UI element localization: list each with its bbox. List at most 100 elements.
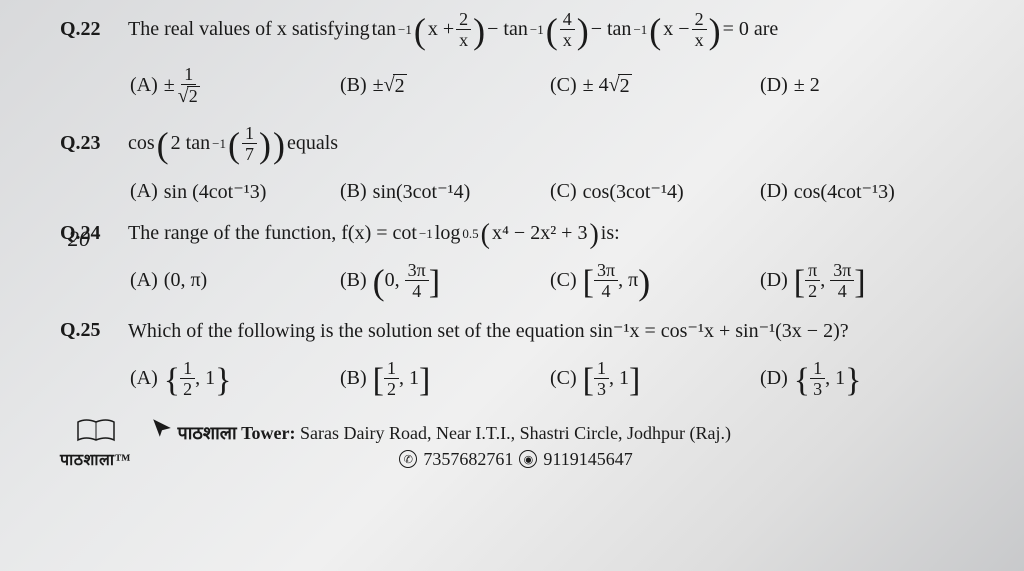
question-row: Q.22 The real values of x satisfying tan…: [60, 10, 994, 49]
inner-fn: 2 tan: [171, 132, 210, 155]
fraction: 12: [384, 359, 399, 398]
numer: π: [805, 261, 820, 281]
option-b: (B)sin(3cot⁻¹4): [340, 179, 550, 204]
paren-left-icon: (: [649, 17, 661, 46]
option-label: (B): [340, 74, 367, 97]
option-label: (D): [760, 74, 788, 97]
denom: x: [456, 30, 471, 49]
numer: 1: [180, 359, 195, 379]
interval-b: π: [628, 269, 638, 292]
options-row: (A) (0, π) (B) ( 0, 3π4 ] (C) [ 3π4 , π …: [130, 261, 994, 300]
option-label: (A): [130, 269, 158, 292]
denom: 4: [835, 281, 850, 300]
bracket-left-icon: [: [583, 367, 594, 394]
question-text: The real values of x satisfying tan−1 ( …: [128, 10, 778, 49]
address-prefix: पाठशाला Tower:: [178, 423, 296, 443]
interval-b: 1: [205, 367, 215, 390]
phone-2: 9119145647: [543, 449, 632, 470]
sqrt-icon: 2: [384, 74, 407, 98]
footer-address: पाठशाला Tower: Saras Dairy Road, Near I.…: [151, 417, 731, 445]
fraction: 17: [242, 124, 257, 163]
paren-left-icon: (: [228, 131, 240, 160]
denom: 2: [175, 85, 203, 106]
question-text: The range of the function, f(x) = cot−1 …: [128, 222, 620, 245]
paren-left-icon: (: [414, 17, 426, 46]
bracket-left-icon: [: [373, 367, 384, 394]
bracket-right-icon: ]: [429, 269, 440, 296]
numer: 1: [384, 359, 399, 379]
option-a: (A) { 12 , 1 }: [130, 359, 340, 398]
option-value: cos(3cot⁻¹4): [583, 179, 684, 204]
footer: पाठशाला™ पाठशाला Tower: Saras Dairy Road…: [60, 416, 994, 470]
question-23: Q.23 cos ( 2 tan−1 ( 17 ) ) equals (A)si…: [60, 124, 994, 204]
question-text: cos ( 2 tan−1 ( 17 ) ) equals: [128, 124, 338, 163]
margin-annotation: 20: [68, 226, 90, 252]
numer: 2: [692, 10, 707, 30]
footer-contacts: ✆ 7357682761 ◉ 9119145647: [301, 449, 731, 470]
question-number: Q.25: [60, 319, 118, 342]
paren-right-icon: ): [273, 131, 285, 160]
option-label: (A): [130, 367, 158, 390]
interval-b: 1: [409, 367, 419, 390]
option-label: (C): [550, 180, 577, 203]
question-row: Q.24 The range of the function, f(x) = c…: [60, 222, 994, 245]
inverse-sup: −1: [398, 22, 412, 38]
numer: 1: [594, 359, 609, 379]
brace-right-icon: }: [845, 367, 861, 394]
fraction: 3π4: [594, 261, 618, 300]
sqrt-icon: 2: [178, 86, 200, 106]
option-b: (B) ( 0, 3π4 ]: [340, 261, 550, 300]
fn-tan: tan: [372, 18, 396, 41]
denom: 3: [594, 379, 609, 398]
numer: 3π: [594, 261, 618, 281]
option-label: (A): [130, 74, 158, 97]
minus: − tan: [591, 18, 632, 41]
paren-left-icon: (: [546, 17, 558, 46]
option-b: (B) ± 2: [340, 65, 550, 106]
option-d: (D)cos(4cot⁻¹3): [760, 179, 970, 204]
log: log: [435, 222, 461, 245]
denom: 2: [180, 379, 195, 398]
fraction: 13: [594, 359, 609, 398]
options-row: (A)sin (4cot⁻¹3) (B)sin(3cot⁻¹4) (C)cos(…: [130, 179, 994, 204]
question-text: Which of the following is the solution s…: [128, 318, 849, 343]
interval-b: 1: [835, 367, 845, 390]
brace-left-icon: {: [164, 367, 180, 394]
brace-left-icon: {: [794, 367, 810, 394]
radicand: 2: [187, 86, 200, 105]
pm: ±: [373, 74, 384, 97]
paren-right-icon: ): [709, 17, 721, 46]
numer: 1: [242, 124, 257, 144]
question-25: Q.25 Which of the following is the solut…: [60, 318, 994, 398]
book-icon: [74, 416, 118, 446]
fraction: 2x: [456, 10, 471, 49]
brace-right-icon: }: [215, 367, 231, 394]
denom: 4: [409, 281, 424, 300]
option-d: (D) [ π2 , 3π4 ]: [760, 261, 970, 300]
brand-name: पाठशाला™: [60, 448, 131, 470]
fraction: 2x: [692, 10, 707, 49]
footer-content: पाठशाला Tower: Saras Dairy Road, Near I.…: [151, 417, 731, 470]
denom: 2: [805, 281, 820, 300]
paren-right-icon: ): [259, 131, 271, 160]
option-d: (D) ± 2: [760, 65, 970, 106]
var-x: x +: [428, 18, 454, 41]
option-c: (C) [ 3π4 , π ): [550, 261, 760, 300]
phone-icon: ✆: [399, 450, 417, 468]
inverse-sup: −1: [419, 226, 433, 242]
option-label: (C): [550, 74, 577, 97]
option-label: (C): [550, 269, 577, 292]
option-c: (C) ± 4 2: [550, 65, 760, 106]
bracket-right-icon: ]: [419, 367, 430, 394]
suffix: equals: [287, 132, 338, 155]
numer: 1: [810, 359, 825, 379]
interval: (0, π): [164, 269, 207, 292]
fraction: 3π4: [830, 261, 854, 300]
phone-1: 7357682761: [423, 449, 513, 470]
option-label: (D): [760, 269, 788, 292]
numer: 2: [456, 10, 471, 30]
fraction: 1 2: [175, 65, 203, 106]
numer: 1: [181, 65, 196, 85]
bracket-right-icon: ]: [854, 269, 865, 296]
text-prefix: The range of the function, f(x) = cot: [128, 222, 417, 245]
